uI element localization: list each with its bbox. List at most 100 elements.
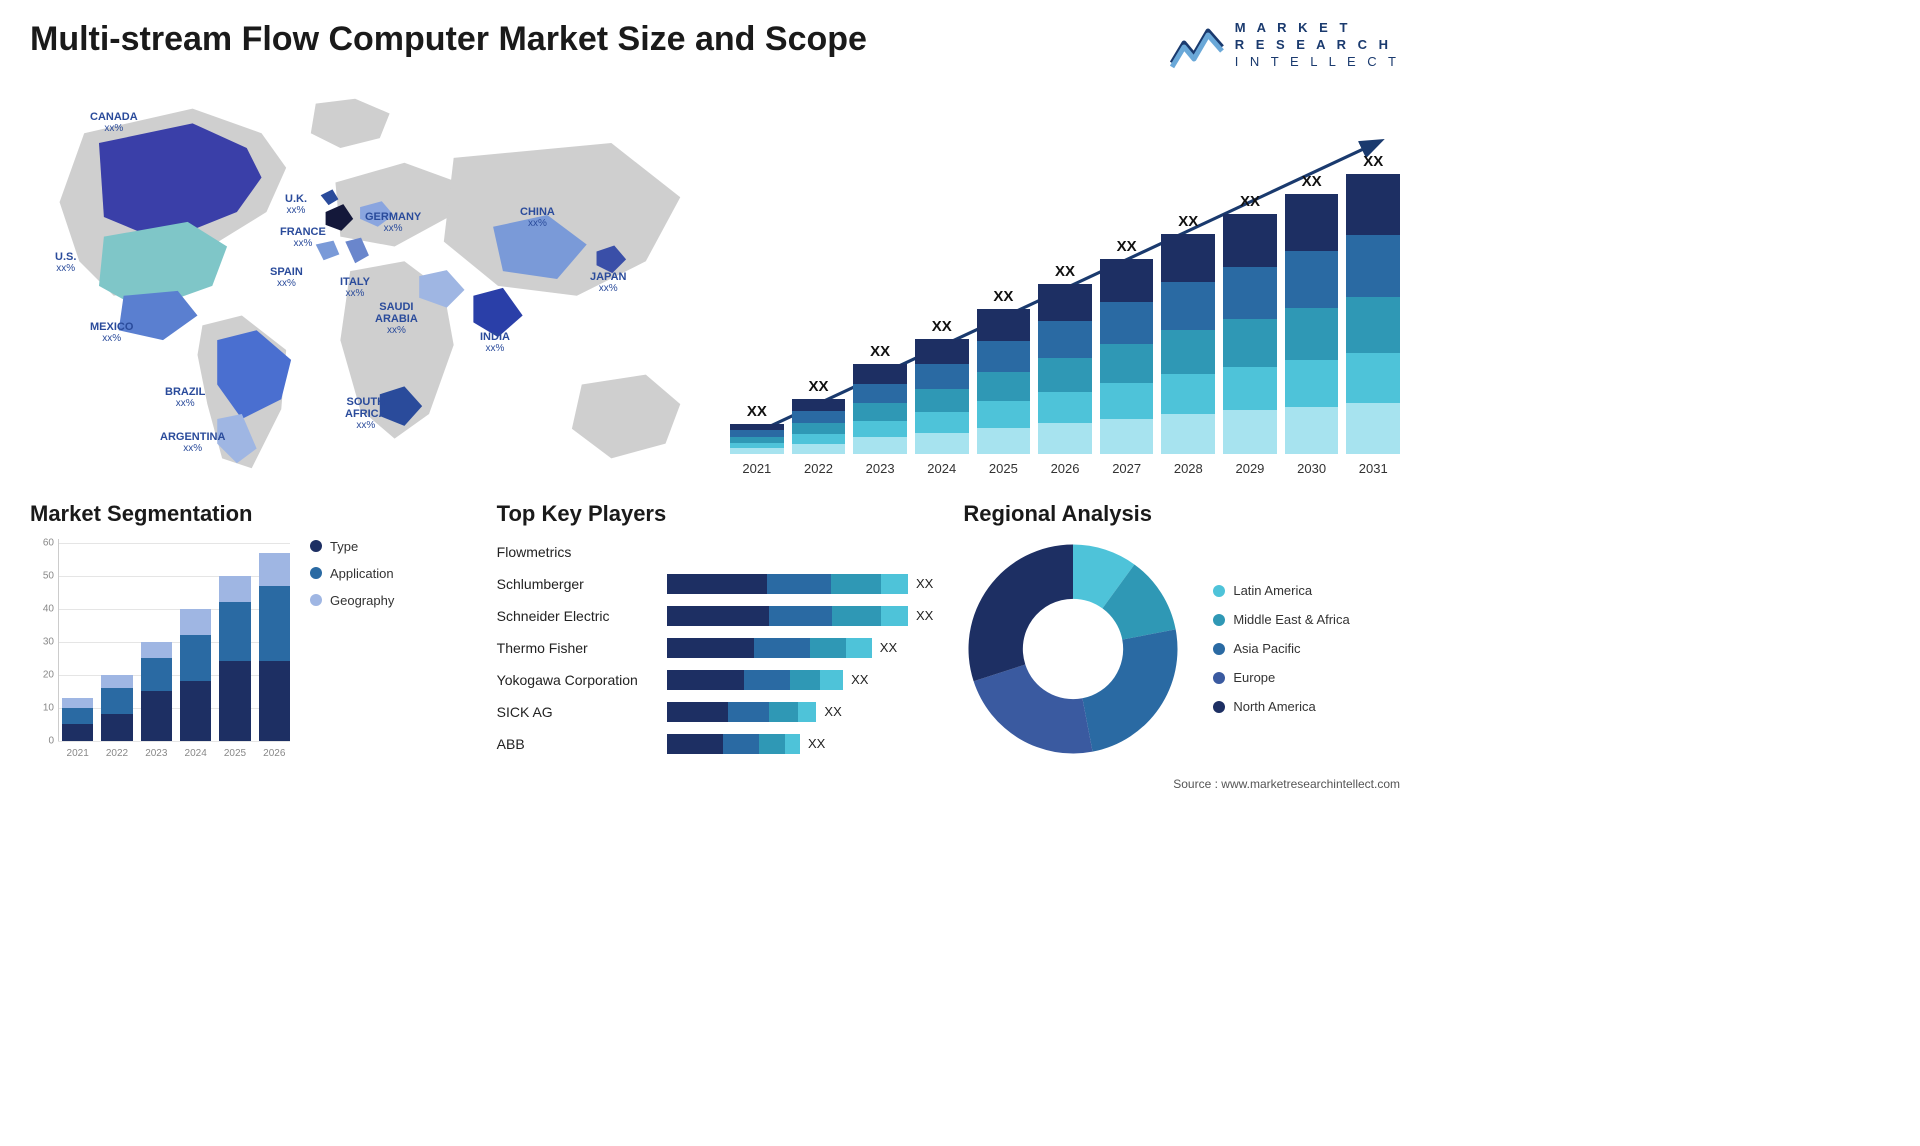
growth-bar: XX	[1223, 193, 1277, 454]
key-players-list: Flowmetrics SchlumbergerXX Schneider Elect…	[497, 539, 934, 757]
growth-x-label: 2025	[977, 461, 1031, 476]
seg-y-tick: 50	[30, 570, 54, 581]
seg-y-tick: 30	[30, 636, 54, 647]
map-label: CANADAxx%	[90, 111, 138, 134]
key-player-name: SICK AG	[497, 704, 657, 720]
brand-logo: M A R K E T R E S E A R C H I N T E L L …	[1170, 20, 1400, 71]
seg-bar	[62, 698, 93, 741]
logo-line2: R E S E A R C H	[1235, 37, 1400, 54]
map-label: ITALYxx%	[340, 276, 370, 299]
segmentation-title: Market Segmentation	[30, 501, 467, 527]
seg-bar	[180, 609, 211, 741]
growth-x-label: 2026	[1038, 461, 1092, 476]
map-label: BRAZILxx%	[165, 386, 205, 409]
logo-line3: I N T E L L E C T	[1235, 54, 1400, 71]
growth-bar: XX	[730, 403, 784, 454]
map-label: SAUDIARABIAxx%	[375, 301, 418, 336]
key-player-name: ABB	[497, 736, 657, 752]
key-player-value: XX	[851, 672, 868, 687]
legend-item: Europe	[1213, 670, 1349, 685]
key-player-row: Schneider Electric XX	[497, 603, 934, 629]
seg-y-tick: 0	[30, 735, 54, 746]
legend-item: Middle East & Africa	[1213, 612, 1349, 627]
growth-x-label: 2029	[1223, 461, 1277, 476]
key-player-name: Schneider Electric	[497, 608, 657, 624]
key-players-panel: Top Key Players Flowmetrics SchlumbergerX…	[497, 501, 934, 759]
growth-bar-value: XX	[993, 288, 1013, 305]
key-player-value: XX	[824, 704, 841, 719]
key-player-name: Yokogawa Corporation	[497, 672, 657, 688]
growth-bar: XX	[1285, 173, 1339, 454]
growth-bar: XX	[915, 318, 969, 454]
donut-slice	[1083, 629, 1178, 751]
legend-item: Application	[310, 566, 394, 581]
growth-bar-value: XX	[1363, 153, 1383, 170]
growth-x-label: 2031	[1346, 461, 1400, 476]
growth-x-label: 2028	[1161, 461, 1215, 476]
growth-chart: XX XX XX XX XX XX XX XX XX XX XX 2021 2022 2023 2024 2…	[730, 86, 1400, 476]
key-player-row: SICK AG XX	[497, 699, 934, 725]
regional-panel: Regional Analysis Latin America Middle Ea…	[963, 501, 1400, 759]
legend-item: Type	[310, 539, 394, 554]
key-players-title: Top Key Players	[497, 501, 934, 527]
donut-slice	[969, 544, 1074, 681]
donut-slice	[974, 664, 1093, 753]
growth-bar: XX	[977, 288, 1031, 454]
world-map: CANADAxx% U.S.xx% MEXICOxx% BRAZILxx% ARGENT…	[30, 86, 700, 476]
page-title: Multi-stream Flow Computer Market Size a…	[30, 20, 867, 59]
key-player-row: SchlumbergerXX	[497, 571, 934, 597]
seg-x-label: 2023	[141, 748, 172, 759]
seg-y-tick: 10	[30, 702, 54, 713]
seg-bar	[101, 675, 132, 741]
map-label: U.S.xx%	[55, 251, 76, 274]
logo-line1: M A R K E T	[1235, 20, 1400, 37]
growth-x-label: 2022	[792, 461, 846, 476]
regional-title: Regional Analysis	[963, 501, 1400, 527]
growth-x-label: 2027	[1100, 461, 1154, 476]
growth-x-label: 2023	[853, 461, 907, 476]
key-player-value: XX	[916, 576, 933, 591]
growth-bar: XX	[1038, 263, 1092, 454]
key-player-name: Flowmetrics	[497, 544, 657, 560]
source-text: Source : www.marketresearchintellect.com	[30, 777, 1400, 791]
key-player-row: Flowmetrics	[497, 539, 934, 565]
segmentation-panel: Market Segmentation 0 10 20 30 40 50 60 2021 202…	[30, 501, 467, 759]
segmentation-chart: 0102030405060202120222023202420252026	[30, 539, 290, 759]
map-label: MEXICOxx%	[90, 321, 133, 344]
seg-x-label: 2025	[219, 748, 250, 759]
seg-y-tick: 20	[30, 669, 54, 680]
segmentation-legend: TypeApplicationGeography	[310, 539, 394, 759]
key-player-name: Thermo Fisher	[497, 640, 657, 656]
seg-x-label: 2021	[62, 748, 93, 759]
seg-y-tick: 40	[30, 603, 54, 614]
regional-legend: Latin AmericaMiddle East & AfricaAsia Pa…	[1213, 583, 1349, 714]
growth-x-label: 2024	[915, 461, 969, 476]
growth-bar: XX	[792, 378, 846, 454]
map-label: FRANCExx%	[280, 226, 326, 249]
map-label: SPAINxx%	[270, 266, 303, 289]
logo-mark-icon	[1170, 21, 1225, 69]
growth-bar: XX	[1161, 213, 1215, 454]
key-player-value: XX	[916, 608, 933, 623]
growth-bar-value: XX	[1302, 173, 1322, 190]
regional-donut-chart	[963, 539, 1183, 759]
map-label: SOUTHAFRICAxx%	[345, 396, 387, 431]
growth-bar: XX	[1346, 153, 1400, 454]
growth-x-label: 2021	[730, 461, 784, 476]
growth-bar: XX	[1100, 238, 1154, 454]
legend-item: North America	[1213, 699, 1349, 714]
map-label: JAPANxx%	[590, 271, 626, 294]
growth-bar-value: XX	[808, 378, 828, 395]
map-label: ARGENTINAxx%	[160, 431, 225, 454]
growth-bar-value: XX	[1178, 213, 1198, 230]
key-player-row: ABBXX	[497, 731, 934, 757]
key-player-value: XX	[880, 640, 897, 655]
seg-bar	[219, 576, 250, 741]
growth-bar-value: XX	[870, 343, 890, 360]
seg-bar	[141, 642, 172, 741]
growth-bar-value: XX	[1055, 263, 1075, 280]
growth-x-label: 2030	[1285, 461, 1339, 476]
seg-y-tick: 60	[30, 537, 54, 548]
map-label: GERMANYxx%	[365, 211, 421, 234]
legend-item: Latin America	[1213, 583, 1349, 598]
